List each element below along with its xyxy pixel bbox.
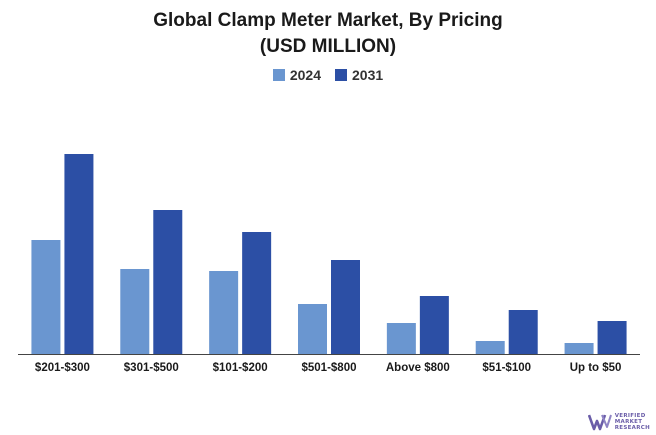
verified-market-research-logo: VERIFIED MARKET RESEARCH <box>587 413 650 431</box>
x-tick-label: $501-$800 <box>302 362 357 374</box>
legend-label-2024: 2024 <box>289 67 321 83</box>
bar-2031-4 <box>419 296 449 354</box>
x-tick-label: $101-$200 <box>213 362 268 374</box>
x-tick-label: $201-$300 <box>35 362 90 374</box>
bar-2024-4 <box>386 323 416 354</box>
chart-title: Global Clamp Meter Market, By Pricing <box>153 10 503 31</box>
chart-legend: 2024 2031 <box>0 67 656 83</box>
logo-text: VERIFIED MARKET RESEARCH <box>615 413 650 431</box>
logo-text-line-2: MARKET <box>614 419 643 425</box>
logo-text-line-1: VERIFIED <box>614 413 646 419</box>
bar-2024-3 <box>298 304 327 354</box>
bar-2031-2 <box>242 232 272 354</box>
chart-subtitle: (USD MILLION) <box>259 36 397 57</box>
bar-2024-2 <box>209 271 239 354</box>
bar-2031-5 <box>508 310 538 354</box>
bar-chart: $201-$300 $301-$500 $101-$200 $501-$800 Abov… <box>18 154 640 374</box>
legend-swatch-2031 <box>335 69 347 81</box>
logo-text-line-3: RESEARCH <box>614 425 650 431</box>
bar-2031-3 <box>331 260 360 354</box>
x-tick-label: $51-$100 <box>482 362 531 374</box>
bar-2024-6 <box>564 343 594 354</box>
legend-item-2031: 2031 <box>335 67 383 83</box>
x-tick-label: Above $800 <box>386 362 450 374</box>
bar-2024-0 <box>31 240 61 354</box>
bar-2031-1 <box>153 210 183 354</box>
legend-swatch-2024 <box>272 69 285 81</box>
bar-2031-6 <box>597 321 627 354</box>
vmr-logo-icon <box>587 414 612 431</box>
x-tick-label: $301-$500 <box>124 362 179 374</box>
x-tick-label: Up to $50 <box>570 362 622 374</box>
bar-2024-1 <box>120 269 150 354</box>
legend-label-2031: 2031 <box>352 67 384 83</box>
bar-2024-5 <box>475 341 505 354</box>
legend-item-2024: 2024 <box>272 67 321 83</box>
bar-2031-0 <box>64 154 94 354</box>
